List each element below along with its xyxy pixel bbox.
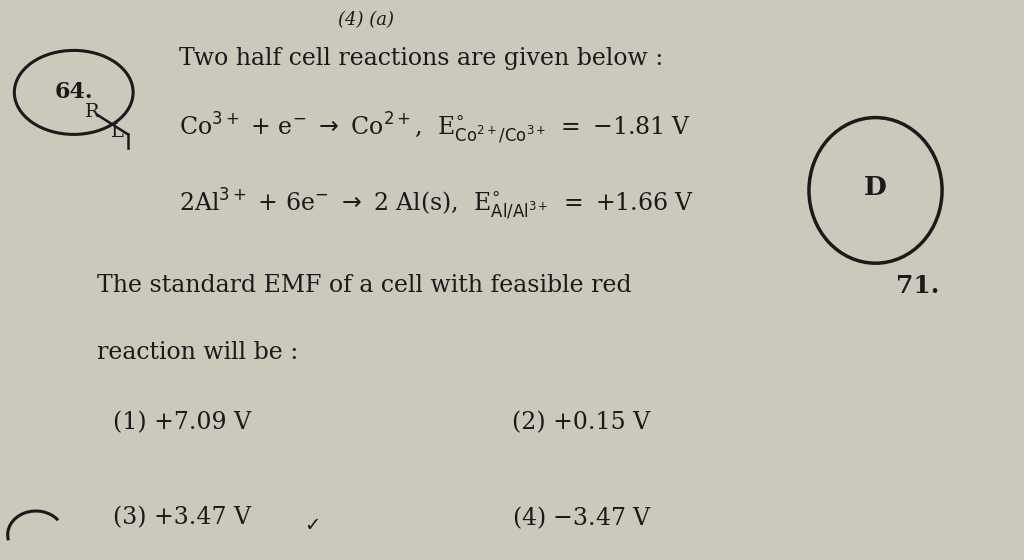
Text: D: D: [864, 175, 887, 200]
Text: reaction will be :: reaction will be :: [97, 341, 299, 365]
Text: (4) $-$3.47 V: (4) $-$3.47 V: [512, 505, 652, 531]
Text: (3) +3.47 V: (3) +3.47 V: [113, 506, 251, 530]
Text: R: R: [85, 103, 99, 121]
Text: (2) +0.15 V: (2) +0.15 V: [512, 411, 650, 435]
Text: (1) +7.09 V: (1) +7.09 V: [113, 411, 251, 435]
Text: The standard EMF of a cell with feasible red: The standard EMF of a cell with feasible…: [97, 274, 632, 297]
Text: 2Al$^{3+}$ + 6e$^{-}$ $\rightarrow$ 2 Al(s),  E$^{\circ}_{\mathrm{Al/Al^{3+}}}$ : 2Al$^{3+}$ + 6e$^{-}$ $\rightarrow$ 2 Al…: [179, 187, 694, 222]
Text: L: L: [112, 123, 124, 141]
Text: 64.: 64.: [54, 81, 93, 104]
Text: Two half cell reactions are given below :: Two half cell reactions are given below …: [179, 47, 664, 71]
Text: Co$^{3+}$ + e$^{-}$ $\rightarrow$ Co$^{2+}$,  E$^{\circ}_{\mathrm{Co^{2+}/Co^{3+: Co$^{3+}$ + e$^{-}$ $\rightarrow$ Co$^{2…: [179, 111, 691, 146]
Text: 71.: 71.: [896, 274, 939, 297]
Text: (4) (a): (4) (a): [338, 11, 394, 29]
Text: ✓: ✓: [304, 516, 321, 535]
